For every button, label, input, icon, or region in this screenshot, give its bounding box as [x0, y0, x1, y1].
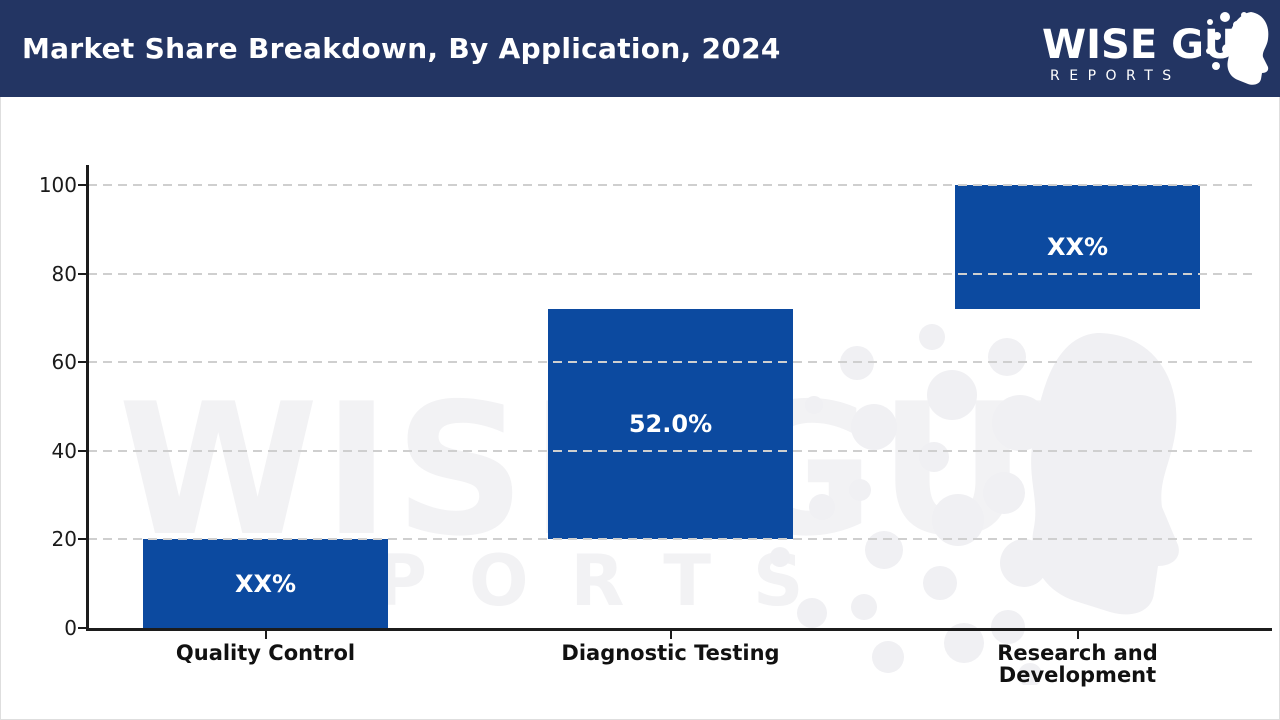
bar-value-label: 52.0%: [628, 410, 713, 439]
gridline-20: [88, 538, 1254, 541]
bar-segment: XX%: [955, 185, 1200, 310]
y-tick-mark: [78, 184, 86, 186]
gridline-40: [88, 449, 1254, 452]
gridline-100: [88, 184, 1254, 186]
y-tick-label: 0: [64, 616, 77, 640]
y-tick-label: 20: [51, 527, 77, 552]
chart-area: WISE GUY REPORTS XX% 52.0% XX% 0 20 40 60 80 10…: [0, 97, 1280, 720]
bar-value-label: XX%: [1046, 233, 1109, 262]
wiseguy-logo: WISE GUY REPORTS: [1042, 12, 1269, 85]
x-tick-mark: [264, 631, 267, 639]
gridline-60: [88, 361, 1254, 364]
bar-segment: XX%: [143, 539, 388, 628]
y-tick-mark: [78, 538, 86, 541]
x-axis-line: [86, 628, 1272, 631]
y-tick-label: 100: [38, 173, 77, 197]
x-category-label: Research and Development: [997, 641, 1158, 687]
y-tick-mark: [78, 361, 86, 364]
logo-subtext: REPORTS: [1050, 68, 1181, 84]
watermark-face: [1031, 333, 1179, 615]
y-tick-mark: [78, 449, 86, 452]
y-tick-label: 80: [51, 261, 77, 286]
x-tick-mark: [669, 631, 672, 639]
x-tick-mark: [1076, 631, 1079, 639]
y-tick-label: 60: [51, 350, 77, 375]
y-axis-line: [86, 165, 89, 631]
logo-face: [1227, 12, 1269, 85]
header: Market Share Breakdown, By Application, …: [0, 0, 1280, 97]
y-tick-mark: [78, 272, 86, 275]
bar-value-label: XX%: [234, 569, 297, 598]
y-tick-mark: [78, 627, 86, 629]
y-tick-label: 40: [51, 438, 77, 463]
page-title: Market Share Breakdown, By Application, …: [22, 32, 781, 65]
x-category-label: Quality Control: [175, 641, 356, 665]
gridline-80: [88, 272, 1254, 275]
x-category-label: Diagnostic Testing: [561, 641, 780, 665]
bar-segment: 52.0%: [548, 309, 793, 540]
